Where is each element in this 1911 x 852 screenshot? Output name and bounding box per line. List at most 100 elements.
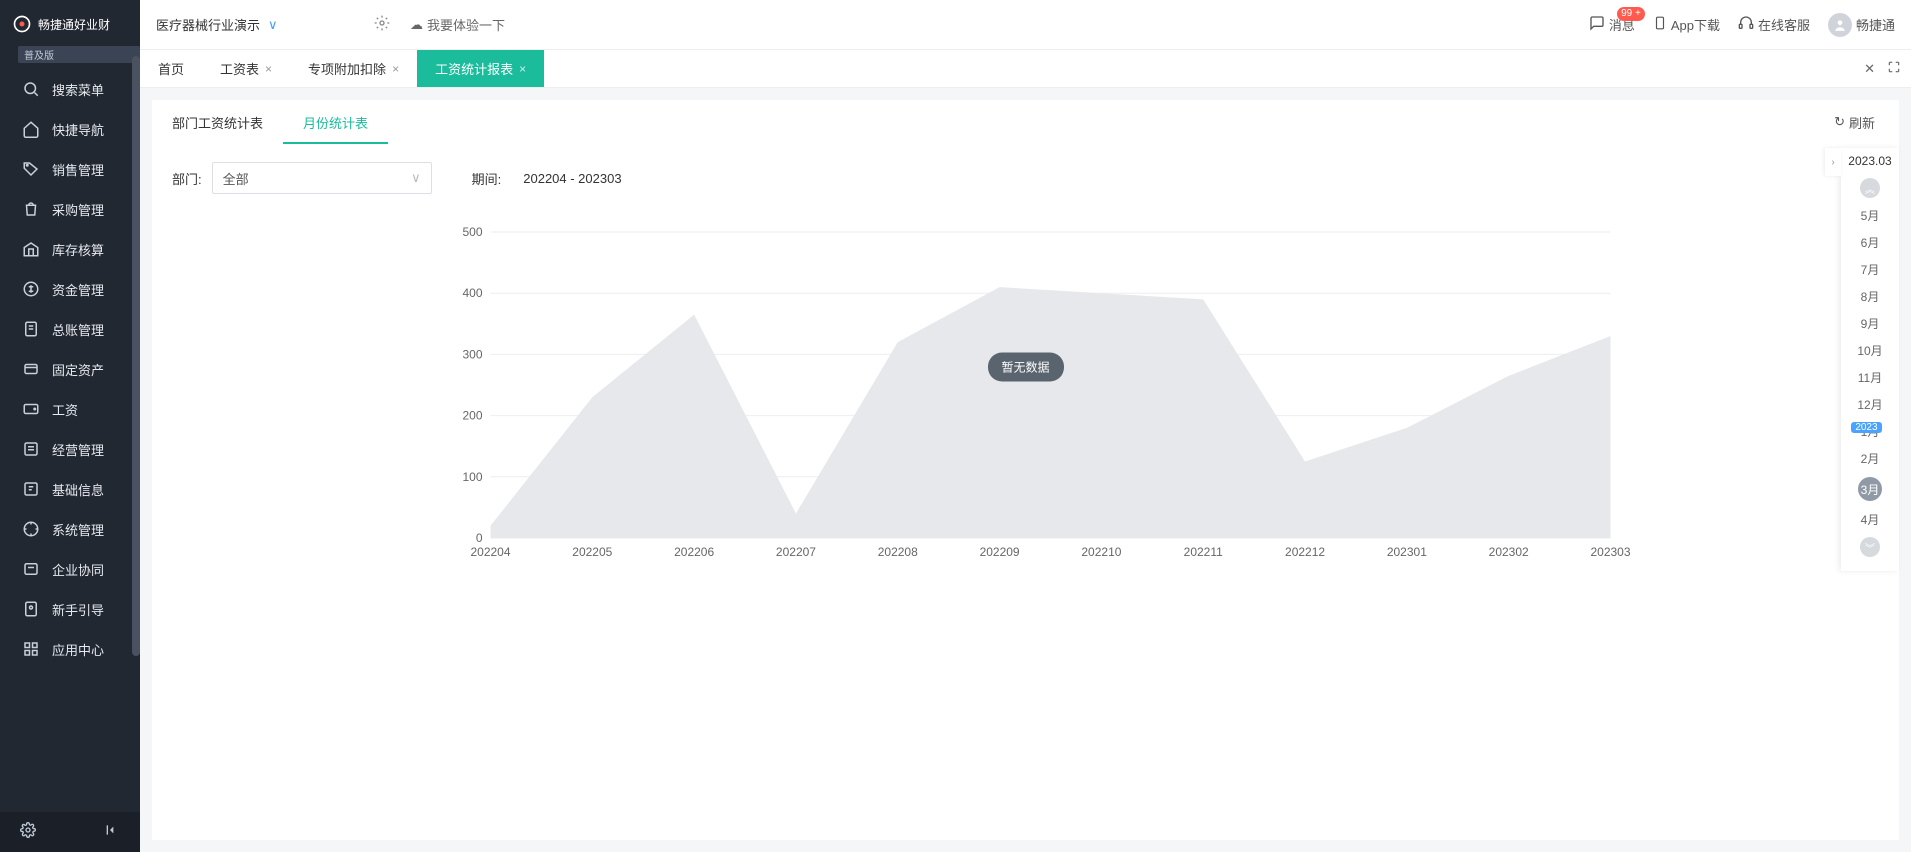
sidebar-item-10[interactable]: 基础信息	[0, 469, 140, 509]
try-experience-button[interactable]: ☁ 我要体验一下	[410, 15, 505, 34]
sidebar-item-9[interactable]: 经营管理	[0, 429, 140, 469]
messages-button[interactable]: 消息 99 +	[1589, 15, 1635, 34]
tab-label: 工资表	[220, 59, 259, 78]
rail-current-period: 2023.03	[1848, 154, 1891, 168]
year-divider: 2023	[1851, 422, 1881, 433]
refresh-button[interactable]: ↻ 刷新	[1834, 113, 1875, 132]
headset-icon	[1738, 15, 1754, 34]
svg-text:202205: 202205	[572, 545, 612, 559]
sidebar-scrollbar[interactable]	[132, 56, 140, 656]
close-all-tabs-icon[interactable]: ✕	[1864, 61, 1875, 77]
month-item-6[interactable]: 11月	[1857, 364, 1882, 391]
app-download-button[interactable]: App下载	[1653, 15, 1720, 34]
sidebar-item-4[interactable]: 库存核算	[0, 229, 140, 269]
logo: 畅捷通好业财	[0, 0, 140, 48]
rail-up-icon[interactable]: ︽	[1860, 178, 1880, 198]
online-service-button[interactable]: 在线客服	[1738, 15, 1810, 34]
sidebar-item-12[interactable]: 企业协同	[0, 549, 140, 589]
sidebar-item-label: 销售管理	[52, 160, 104, 179]
month-label: 12月	[1857, 398, 1882, 412]
svg-text:202204: 202204	[470, 545, 510, 559]
svg-text:300: 300	[462, 347, 482, 361]
user-menu[interactable]: 畅捷通	[1828, 13, 1895, 37]
month-item-1[interactable]: 6月	[1857, 229, 1882, 256]
month-item-0[interactable]: 5月	[1857, 202, 1882, 229]
collapse-sidebar-icon[interactable]	[104, 822, 120, 843]
tab-0[interactable]: 首页	[140, 50, 202, 87]
messages-badge: 99 +	[1617, 7, 1645, 21]
sidebar-item-label: 经营管理	[52, 440, 104, 459]
sidebar-item-label: 搜索菜单	[52, 80, 104, 99]
close-icon[interactable]: ×	[392, 62, 399, 76]
collapse-rail-icon[interactable]: ›	[1825, 148, 1841, 176]
sidebar-item-11[interactable]: 系统管理	[0, 509, 140, 549]
sidebar: 畅捷通好业财 普及版 搜索菜单快捷导航销售管理采购管理库存核算资金管理总账管理固…	[0, 0, 140, 852]
chart-area: 0100200300400500202204202205202206202207…	[172, 222, 1879, 567]
info-icon	[22, 480, 40, 498]
sidebar-item-5[interactable]: 资金管理	[0, 269, 140, 309]
sidebar-item-label: 快捷导航	[52, 120, 104, 139]
svg-text:202210: 202210	[1081, 545, 1121, 559]
dept-label: 部门:	[172, 169, 202, 188]
sidebar-item-8[interactable]: 工资	[0, 389, 140, 429]
month-label: 10月	[1857, 344, 1882, 358]
month-label: 7月	[1861, 263, 1880, 277]
svg-text:202206: 202206	[674, 545, 714, 559]
sidebar-item-label: 系统管理	[52, 520, 104, 539]
subtab-0[interactable]: 部门工资统计表	[152, 103, 283, 144]
svg-text:202211: 202211	[1184, 545, 1223, 559]
month-item-3[interactable]: 8月	[1857, 283, 1882, 310]
org-selector[interactable]: 医疗器械行业演示 ∨	[156, 15, 356, 34]
subtab-1[interactable]: 月份统计表	[283, 103, 388, 144]
month-item-9[interactable]: 2月	[1857, 445, 1882, 472]
sidebar-item-14[interactable]: 应用中心	[0, 629, 140, 669]
dept-value: 全部	[223, 169, 249, 188]
close-icon[interactable]: ×	[519, 62, 526, 76]
sidebar-item-3[interactable]: 采购管理	[0, 189, 140, 229]
svg-text:202212: 202212	[1285, 545, 1325, 559]
svg-text:100: 100	[462, 470, 482, 484]
username: 畅捷通	[1856, 15, 1895, 34]
sidebar-item-13[interactable]: 新手引导	[0, 589, 140, 629]
tag-icon	[22, 160, 40, 178]
logo-icon	[12, 14, 32, 34]
bag-icon	[22, 200, 40, 218]
filter-row: 部门: 全部 ∨ 期间: 202204 - 202303	[152, 144, 1899, 212]
refresh-icon: ↻	[1834, 114, 1845, 130]
tab-label: 工资统计报表	[435, 59, 513, 78]
month-item-7[interactable]: 12月	[1857, 391, 1882, 418]
month-item-5[interactable]: 10月	[1857, 337, 1882, 364]
month-label: 4月	[1861, 513, 1880, 527]
month-item-8[interactable]: 20231月	[1857, 418, 1882, 445]
org-name: 医疗器械行业演示	[156, 15, 260, 34]
tab-3[interactable]: 工资统计报表 ×	[417, 50, 544, 87]
apps-icon	[22, 640, 40, 658]
month-item-11[interactable]: 4月	[1857, 506, 1882, 533]
sidebar-item-label: 采购管理	[52, 200, 104, 219]
gear-icon[interactable]	[374, 15, 390, 34]
fullscreen-icon[interactable]	[1887, 60, 1901, 77]
settings-icon[interactable]	[20, 822, 36, 843]
close-icon[interactable]: ×	[265, 62, 272, 76]
sidebar-item-label: 新手引导	[52, 600, 104, 619]
wallet-icon	[22, 400, 40, 418]
tab-2[interactable]: 专项附加扣除×	[290, 50, 417, 87]
avatar-icon	[1828, 13, 1852, 37]
chevron-down-icon: ∨	[268, 17, 278, 33]
subtabs: 部门工资统计表月份统计表 ↻ 刷新	[152, 100, 1899, 144]
sidebar-item-7[interactable]: 固定资产	[0, 349, 140, 389]
sidebar-item-1[interactable]: 快捷导航	[0, 109, 140, 149]
dept-select[interactable]: 全部 ∨	[212, 162, 432, 194]
rail-down-icon[interactable]: ︾	[1860, 537, 1880, 557]
tab-1[interactable]: 工资表 ×	[202, 50, 290, 87]
month-label: 8月	[1861, 290, 1880, 304]
month-item-2[interactable]: 7月	[1857, 256, 1882, 283]
phone-icon	[1653, 15, 1667, 34]
sidebar-item-6[interactable]: 总账管理	[0, 309, 140, 349]
sidebar-item-label: 资金管理	[52, 280, 104, 299]
sidebar-item-0[interactable]: 搜索菜单	[0, 69, 140, 109]
month-item-4[interactable]: 9月	[1857, 310, 1882, 337]
sidebar-item-2[interactable]: 销售管理	[0, 149, 140, 189]
svg-text:202207: 202207	[776, 545, 816, 559]
month-item-10[interactable]: 3月	[1857, 472, 1882, 506]
